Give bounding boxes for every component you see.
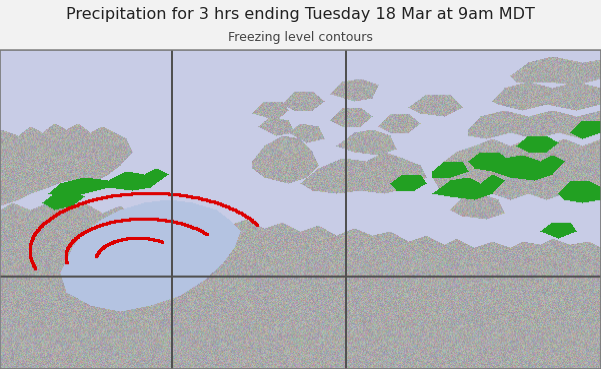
Text: Precipitation for 3 hrs ending Tuesday 18 Mar at 9am MDT: Precipitation for 3 hrs ending Tuesday 1… (66, 7, 535, 21)
Text: Freezing level contours: Freezing level contours (228, 31, 373, 44)
